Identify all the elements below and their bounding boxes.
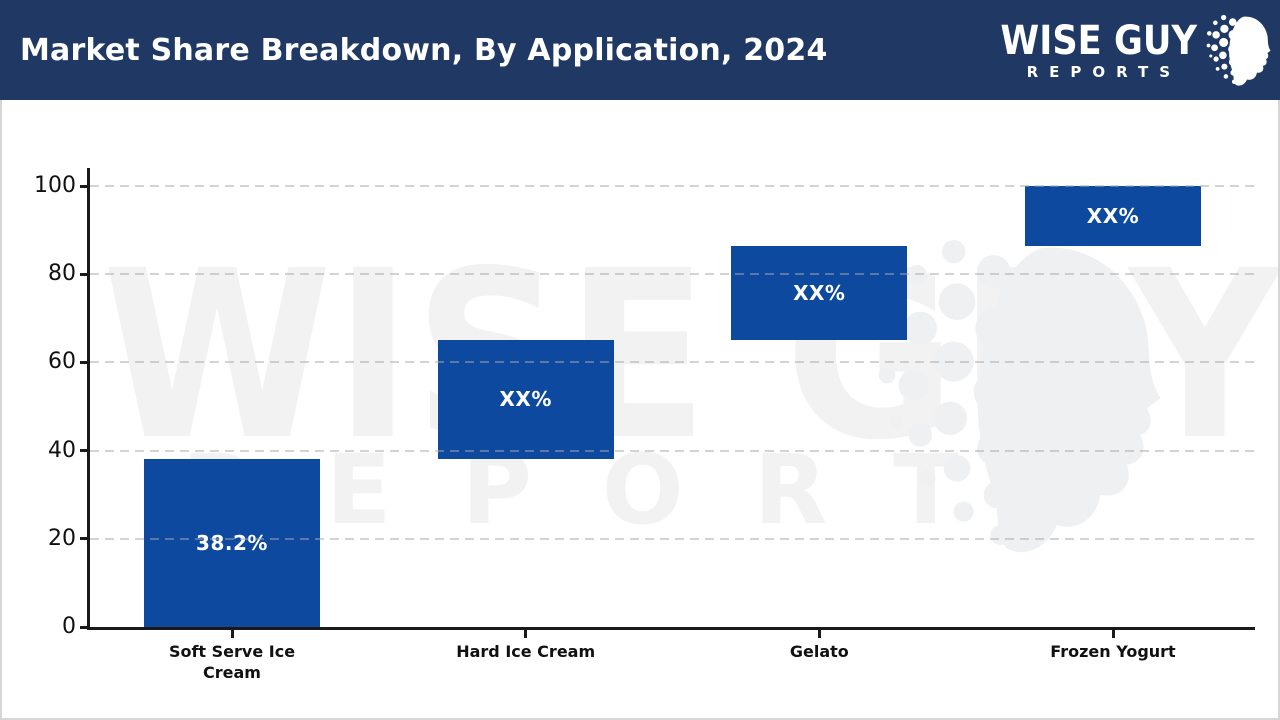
logo-face-icon <box>1204 12 1272 88</box>
x-tick <box>1111 630 1115 638</box>
x-tick <box>524 630 528 638</box>
bar: XX% <box>437 340 614 459</box>
y-tick-label: 0 <box>62 614 76 639</box>
category-label: Hard Ice Cream <box>456 642 596 661</box>
bar: 38.2% <box>144 458 320 627</box>
category-label: Gelato <box>789 642 849 661</box>
chart-area: WISE GUY REPORTS 38.2% Soft Serve Ice Cre… <box>0 100 1280 720</box>
gridline <box>90 273 1255 276</box>
watermark-subtext: REPORTS <box>182 434 1168 546</box>
bar-value-label: XX% <box>499 387 552 412</box>
y-tick-label: 80 <box>48 261 76 287</box>
gridline <box>90 537 1255 540</box>
watermark: WISE GUY REPORTS <box>2 100 1278 718</box>
y-axis <box>87 168 90 630</box>
x-tick <box>230 630 234 638</box>
category-label: Frozen Yogurt <box>1050 642 1176 661</box>
y-tick-label: 100 <box>34 173 76 198</box>
y-tick <box>80 272 89 276</box>
y-tick-label: 40 <box>48 437 76 463</box>
y-tick <box>80 537 89 541</box>
x-tick <box>817 630 821 638</box>
logo-wordmark: WISE GUY <box>1000 18 1197 64</box>
y-tick <box>80 360 89 364</box>
y-tick-label: 20 <box>48 525 76 551</box>
logo-text: WISE GUY REPORTS <box>987 19 1210 81</box>
y-tick <box>80 449 89 453</box>
logo: WISE GUY REPORTS <box>987 6 1272 94</box>
category-label: Soft Serve Ice Cream <box>168 642 296 682</box>
bar-value-label: XX% <box>1086 203 1140 228</box>
header-bar: Market Share Breakdown, By Application, … <box>0 0 1280 100</box>
gridline <box>90 185 1255 187</box>
logo-subtext: REPORTS <box>1026 63 1182 81</box>
bar-value-label: 38.2% <box>196 530 268 555</box>
bar: XX% <box>731 245 908 341</box>
gridline <box>90 449 1255 452</box>
x-axis <box>87 627 1255 630</box>
watermark-face-icon <box>867 228 1167 562</box>
y-tick <box>80 184 89 188</box>
page-title: Market Share Breakdown, By Application, … <box>20 32 828 68</box>
gridline <box>90 361 1255 364</box>
bar: XX% <box>1025 186 1201 246</box>
y-tick-label: 60 <box>48 349 76 375</box>
y-tick <box>80 625 89 629</box>
bar-value-label: XX% <box>793 280 846 305</box>
